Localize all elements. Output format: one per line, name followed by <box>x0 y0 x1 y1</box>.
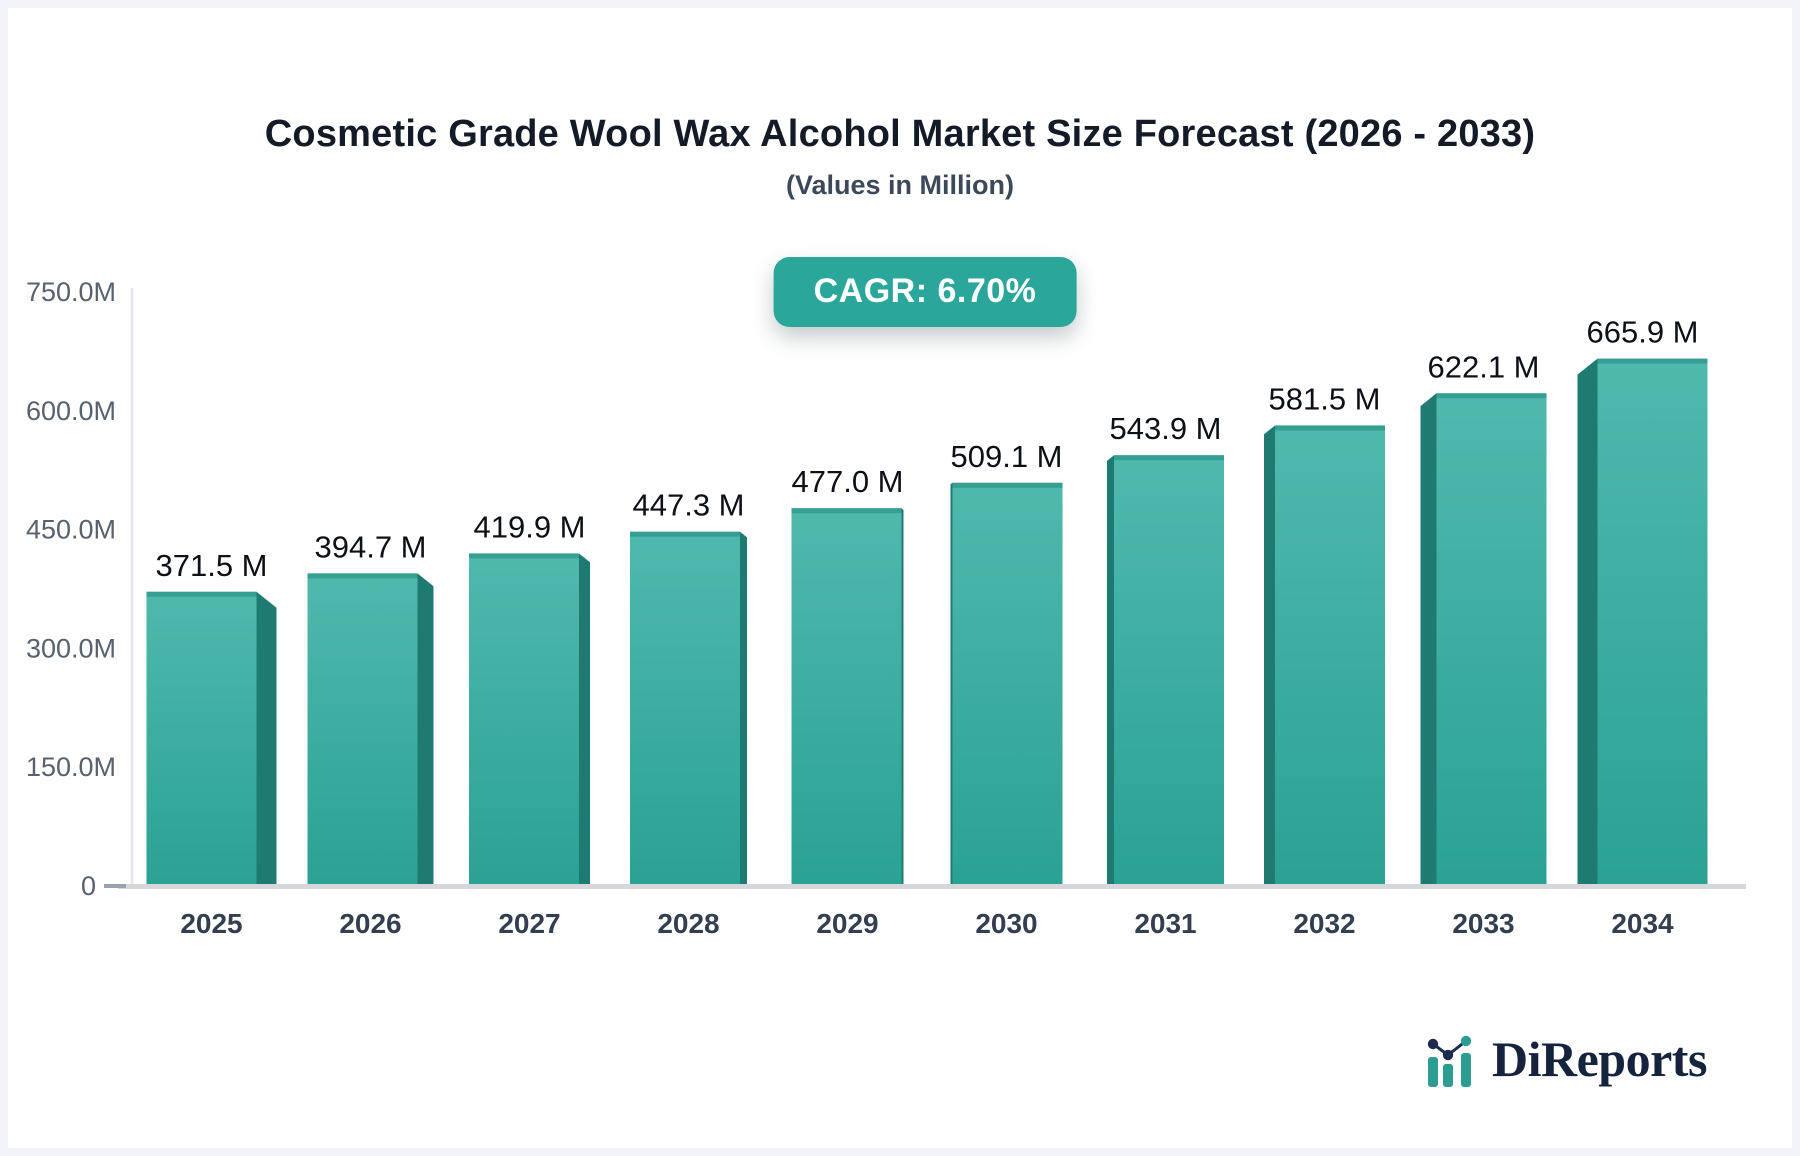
x-tick-2025: 2025 <box>180 908 242 939</box>
x-tick-2030: 2030 <box>975 908 1037 939</box>
x-tick-2029: 2029 <box>816 908 878 939</box>
value-label-2026: 394.7 M <box>314 529 426 564</box>
chart-title: Cosmetic Grade Wool Wax Alcohol Market S… <box>264 113 1536 155</box>
x-axis-baseline <box>118 884 1746 889</box>
y-tick-600.0M: 600.0M <box>26 396 116 426</box>
cagr-badge: CAGR: 6.70% <box>773 257 1077 327</box>
value-label-2028: 447.3 M <box>632 488 744 523</box>
x-tick-2026: 2026 <box>339 908 401 939</box>
y-tick-450.0M: 450.0M <box>26 515 116 545</box>
x-tick-2031: 2031 <box>1134 908 1196 939</box>
bar-2029: 477.0 M 2029 <box>791 464 903 939</box>
chart-subtitle: (Values in Million) <box>785 170 1015 200</box>
bar-2033: 622.1 M 2033 <box>1420 349 1547 939</box>
y-tick-150.0M: 150.0M <box>26 752 116 782</box>
bar-2032: 581.5 M 2032 <box>1264 381 1385 939</box>
bar-2025: 371.5 M 2025 <box>146 548 277 939</box>
bar-2031: 543.9 M 2031 <box>1107 411 1224 939</box>
bar-2027: 419.9 M 2027 <box>469 509 590 939</box>
x-tick-2027: 2027 <box>498 908 560 939</box>
bar-chart: 371.5 M 2025 394.7 M 2026 419.9 M 2027 447.3 M… <box>26 277 1746 939</box>
bar-2028: 447.3 M 2028 <box>630 488 747 939</box>
bar-2026: 394.7 M 2026 <box>307 529 434 939</box>
chart-card: Cosmetic Grade Wool Wax Alcohol Market S… <box>8 8 1792 1148</box>
direports-logo: DiReports <box>1426 1030 1707 1088</box>
value-label-2033: 622.1 M <box>1427 349 1539 384</box>
x-tick-2032: 2032 <box>1293 908 1355 939</box>
x-tick-2028: 2028 <box>657 908 719 939</box>
y-tick-0: 0 <box>81 871 96 901</box>
bar-2030: 509.1 M 2030 <box>950 439 1062 939</box>
value-label-2031: 543.9 M <box>1109 411 1221 446</box>
logo-text: DiReports <box>1492 1031 1707 1087</box>
x-tick-2034: 2034 <box>1611 908 1674 939</box>
value-label-2030: 509.1 M <box>950 439 1062 474</box>
value-label-2025: 371.5 M <box>155 548 267 583</box>
bar-chart-trend-icon <box>1427 1035 1472 1087</box>
value-label-2029: 477.0 M <box>791 464 903 499</box>
value-label-2027: 419.9 M <box>473 509 585 544</box>
y-tick-750.0M: 750.0M <box>26 277 116 307</box>
x-tick-2033: 2033 <box>1452 908 1514 939</box>
value-label-2032: 581.5 M <box>1268 381 1380 416</box>
bar-2034: 665.9 M 2034 <box>1577 315 1708 939</box>
y-tick-300.0M: 300.0M <box>26 633 116 663</box>
value-label-2034: 665.9 M <box>1586 315 1698 350</box>
